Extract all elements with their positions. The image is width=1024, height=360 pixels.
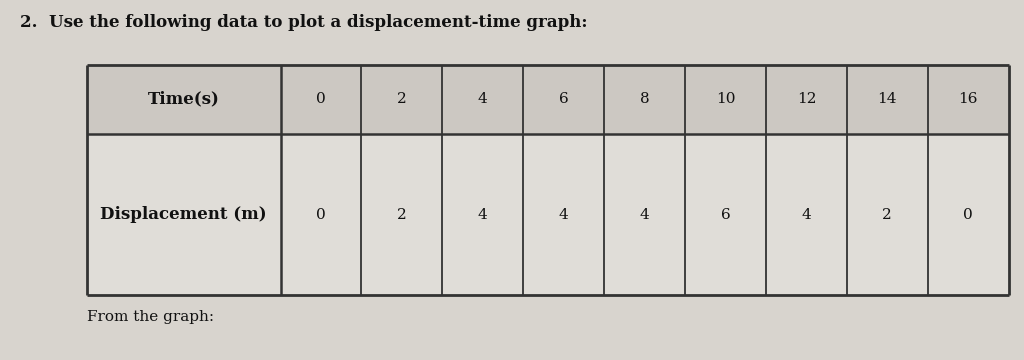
- Text: 14: 14: [878, 93, 897, 106]
- Text: 12: 12: [797, 93, 816, 106]
- Text: 0: 0: [316, 93, 326, 106]
- Text: Time(s): Time(s): [147, 91, 220, 108]
- Text: 8: 8: [640, 93, 649, 106]
- Text: 10: 10: [716, 93, 735, 106]
- Text: 6: 6: [721, 208, 730, 221]
- Text: 0: 0: [964, 208, 973, 221]
- Text: 2.  Use the following data to plot a displacement-time graph:: 2. Use the following data to plot a disp…: [20, 14, 588, 31]
- Text: 2: 2: [397, 208, 407, 221]
- Text: 6: 6: [559, 93, 568, 106]
- Text: 4: 4: [478, 93, 487, 106]
- Text: From the graph:: From the graph:: [87, 310, 214, 324]
- Text: Displacement (m): Displacement (m): [100, 206, 267, 223]
- Text: 4: 4: [802, 208, 811, 221]
- Text: 4: 4: [478, 208, 487, 221]
- Text: 4: 4: [640, 208, 649, 221]
- Text: 2: 2: [397, 93, 407, 106]
- Text: 4: 4: [559, 208, 568, 221]
- Text: 0: 0: [316, 208, 326, 221]
- Text: 2: 2: [883, 208, 892, 221]
- Text: 16: 16: [958, 93, 978, 106]
